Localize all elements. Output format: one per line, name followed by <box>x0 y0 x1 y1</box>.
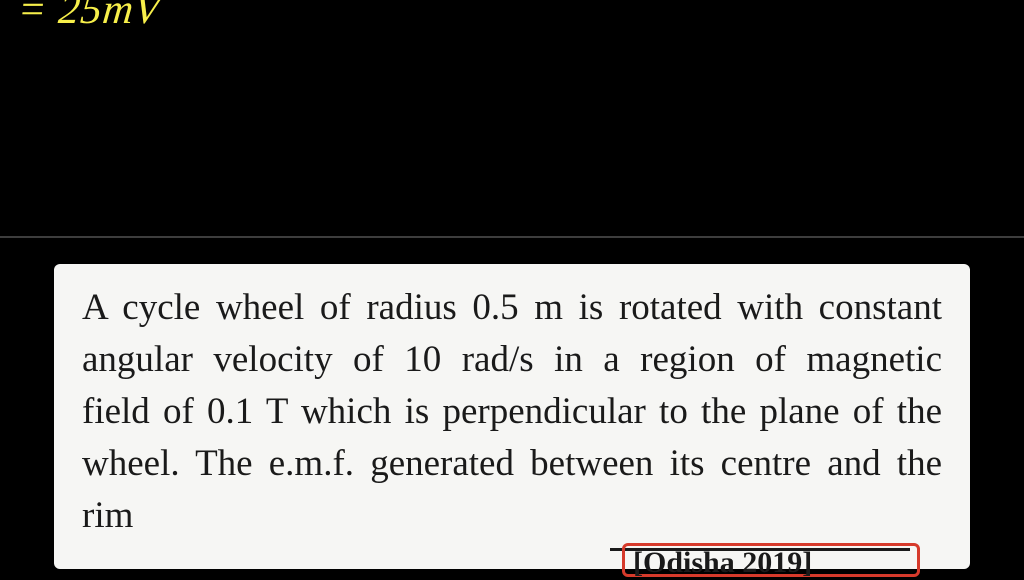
source-tag-label: [Odisha 2019] <box>625 546 917 580</box>
question-page: A cycle wheel of radius 0.5 m is rotated… <box>54 264 970 569</box>
handwritten-text: = 25mV <box>16 0 164 33</box>
source-tag-box: [Odisha 2019] <box>622 543 920 577</box>
horizontal-divider <box>0 236 1024 238</box>
question-text: A cycle wheel of radius 0.5 m is rotated… <box>82 282 942 542</box>
handwritten-note: = 25mV <box>15 0 163 34</box>
